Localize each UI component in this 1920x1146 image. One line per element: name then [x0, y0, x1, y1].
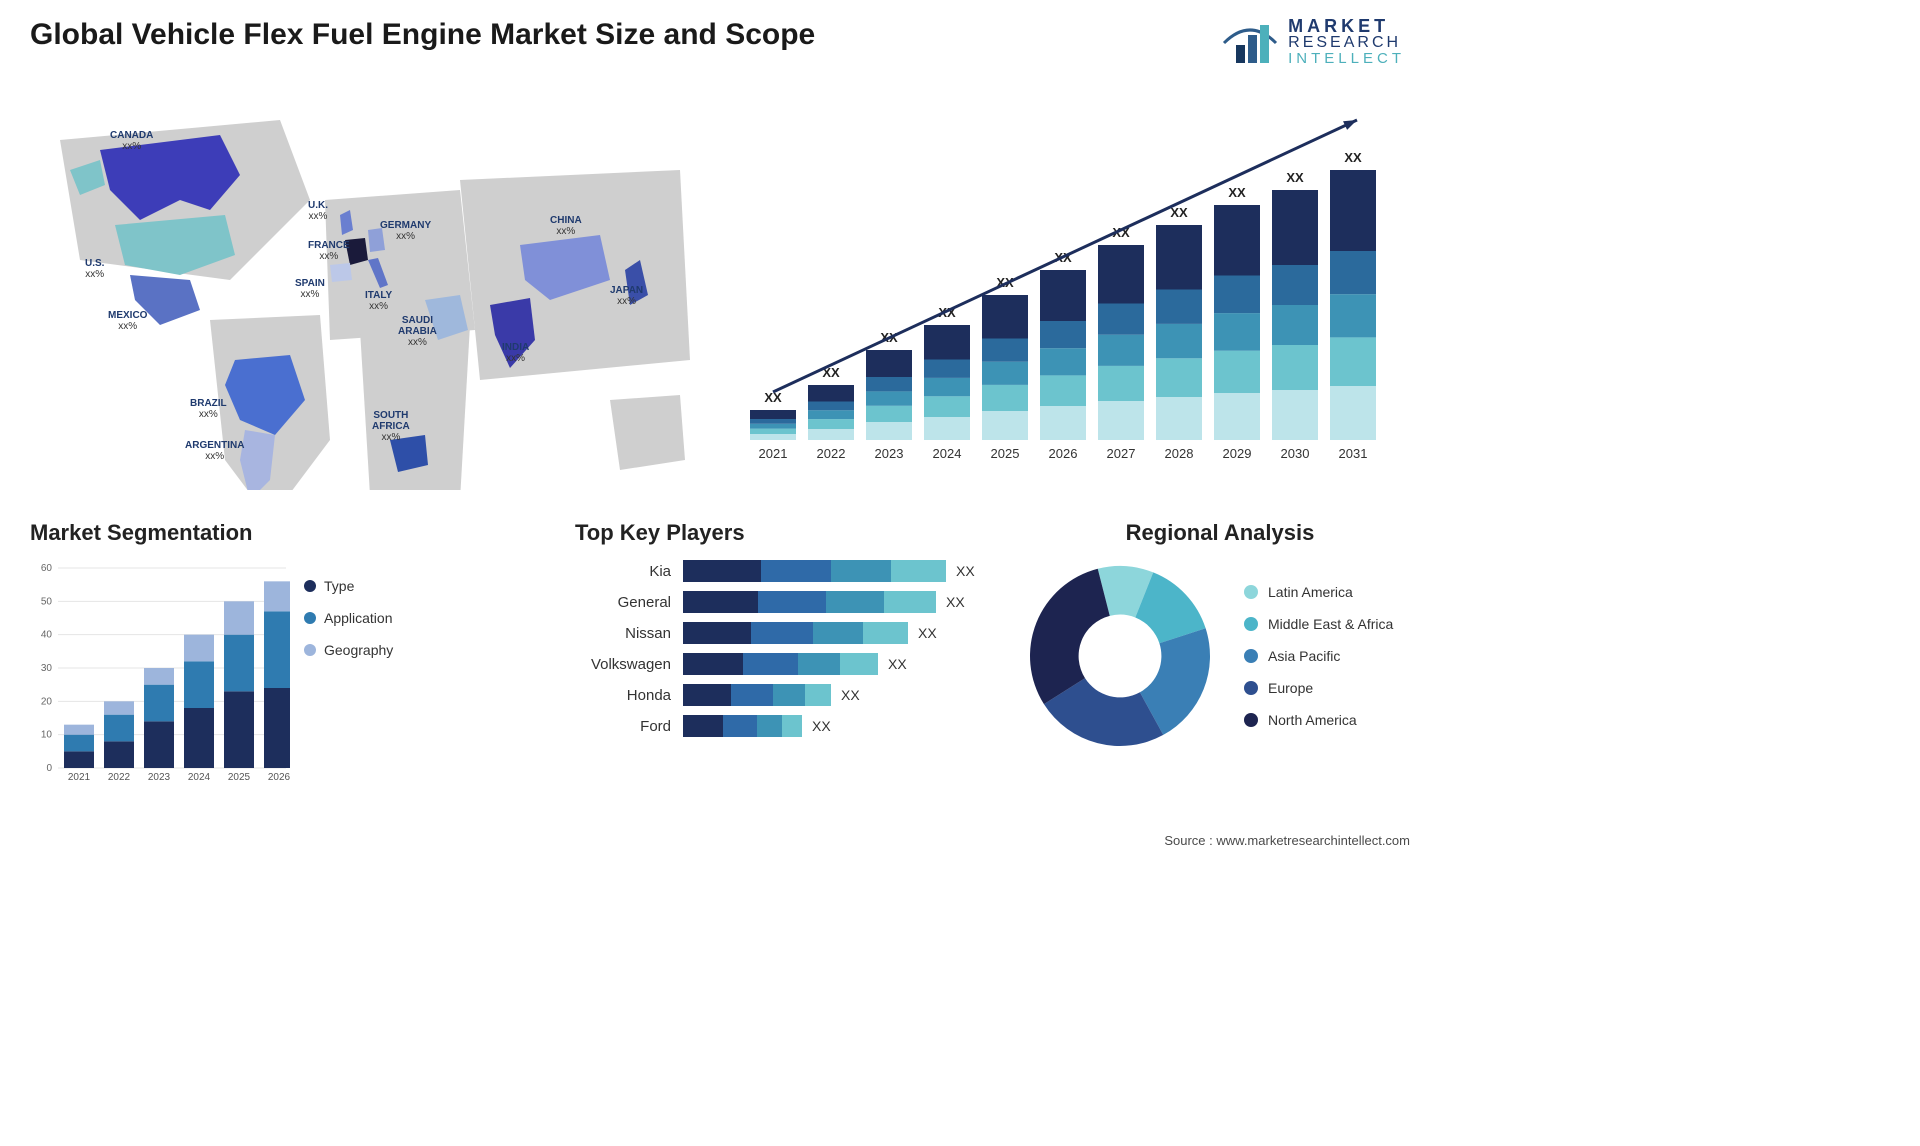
regional-title: Regional Analysis: [1020, 520, 1420, 546]
brand-logo: MARKET RESEARCH INTELLECT: [1222, 15, 1405, 67]
svg-text:30: 30: [41, 663, 53, 674]
logo-line-2: RESEARCH: [1288, 35, 1405, 51]
map-label-u-s-: U.S.xx%: [85, 258, 104, 280]
segmentation-panel: Market Segmentation 0 10 20 30 40 50 60 2021 202…: [30, 520, 500, 788]
regional-panel: Regional Analysis Latin America Middle Ea…: [1020, 520, 1420, 756]
svg-text:0: 0: [46, 763, 52, 774]
player-row-kia: KiaXX: [575, 560, 1005, 582]
map-label-saudi-arabia: SAUDIARABIAxx%: [398, 315, 437, 348]
svg-text:40: 40: [41, 630, 53, 641]
svg-text:2027: 2027: [1107, 446, 1136, 461]
svg-text:2024: 2024: [188, 772, 211, 783]
svg-text:20: 20: [41, 696, 53, 707]
svg-text:2021: 2021: [759, 446, 788, 461]
logo-icon: [1222, 15, 1278, 67]
svg-text:60: 60: [41, 563, 53, 574]
svg-text:2025: 2025: [991, 446, 1020, 461]
map-label-brazil: BRAZILxx%: [190, 398, 227, 420]
donut-slice-north-america: [1030, 569, 1110, 704]
map-label-south-africa: SOUTHAFRICAxx%: [372, 410, 410, 443]
svg-text:XX: XX: [1344, 150, 1362, 165]
players-rows: KiaXX GeneralXX NissanXX VolkswagenXX HondaX…: [575, 560, 1005, 737]
svg-text:2030: 2030: [1281, 446, 1310, 461]
seg-legend-type: Type: [304, 578, 393, 594]
map-label-spain: SPAINxx%: [295, 278, 325, 300]
logo-line-3: INTELLECT: [1288, 51, 1405, 66]
segmentation-legend: Type Application Geography: [304, 558, 393, 788]
player-row-volkswagen: VolkswagenXX: [575, 653, 1005, 675]
svg-text:2026: 2026: [268, 772, 290, 783]
svg-text:2023: 2023: [148, 772, 171, 783]
source-attribution: Source : www.marketresearchintellect.com: [1164, 833, 1410, 848]
map-label-germany: GERMANYxx%: [380, 220, 431, 242]
svg-text:2023: 2023: [875, 446, 904, 461]
svg-text:2026: 2026: [1049, 446, 1078, 461]
growth-chart-svg: XX2021XX2022XX2023XX2024XX2025XX2026XX20…: [740, 100, 1400, 470]
map-label-u-k-: U.K.xx%: [308, 200, 328, 222]
player-row-general: GeneralXX: [575, 591, 1005, 613]
region-legend-middle-east-africa: Middle East & Africa: [1244, 616, 1393, 632]
country-spain: [330, 263, 352, 282]
player-row-nissan: NissanXX: [575, 622, 1005, 644]
map-label-italy: ITALYxx%: [365, 290, 392, 312]
logo-line-1: MARKET: [1288, 17, 1405, 35]
svg-text:2022: 2022: [108, 772, 131, 783]
players-title: Top Key Players: [575, 520, 1005, 546]
map-label-france: FRANCExx%: [308, 240, 350, 262]
player-row-honda: HondaXX: [575, 684, 1005, 706]
region-legend-asia-pacific: Asia Pacific: [1244, 648, 1393, 664]
svg-text:2025: 2025: [228, 772, 251, 783]
svg-text:2021: 2021: [68, 772, 91, 783]
map-label-mexico: MEXICOxx%: [108, 310, 147, 332]
svg-text:50: 50: [41, 596, 53, 607]
svg-text:2022: 2022: [817, 446, 846, 461]
svg-text:XX: XX: [1228, 185, 1246, 200]
seg-legend-geography: Geography: [304, 642, 393, 658]
player-row-ford: FordXX: [575, 715, 1005, 737]
region-legend-north-america: North America: [1244, 712, 1393, 728]
seg-legend-application: Application: [304, 610, 393, 626]
map-label-argentina: ARGENTINAxx%: [185, 440, 244, 462]
svg-text:10: 10: [41, 730, 53, 741]
map-label-india: INDIAxx%: [502, 342, 529, 364]
segmentation-title: Market Segmentation: [30, 520, 500, 546]
svg-text:2024: 2024: [933, 446, 962, 461]
regional-donut: [1020, 556, 1220, 756]
svg-text:2029: 2029: [1223, 446, 1252, 461]
region-legend-europe: Europe: [1244, 680, 1393, 696]
market-growth-chart: XX2021XX2022XX2023XX2024XX2025XX2026XX20…: [740, 100, 1400, 470]
map-label-china: CHINAxx%: [550, 215, 582, 237]
segmentation-chart: 0 10 20 30 40 50 60 2021 2022 2023 2024 2025 2026: [30, 558, 290, 788]
region-legend-latin-america: Latin America: [1244, 584, 1393, 600]
page-title: Global Vehicle Flex Fuel Engine Market S…: [30, 18, 815, 52]
svg-text:2028: 2028: [1165, 446, 1194, 461]
map-label-canada: CANADAxx%: [110, 130, 153, 152]
svg-text:XX: XX: [1286, 170, 1304, 185]
players-panel: Top Key Players KiaXX GeneralXX NissanXX Vo…: [575, 520, 1005, 737]
map-label-japan: JAPANxx%: [610, 285, 643, 307]
svg-text:2031: 2031: [1339, 446, 1368, 461]
regional-legend: Latin America Middle East & Africa Asia Pa…: [1244, 584, 1393, 728]
world-map: CANADAxx% U.S.xx% MEXICOxx% BRAZILxx% ARGENT…: [30, 80, 710, 490]
